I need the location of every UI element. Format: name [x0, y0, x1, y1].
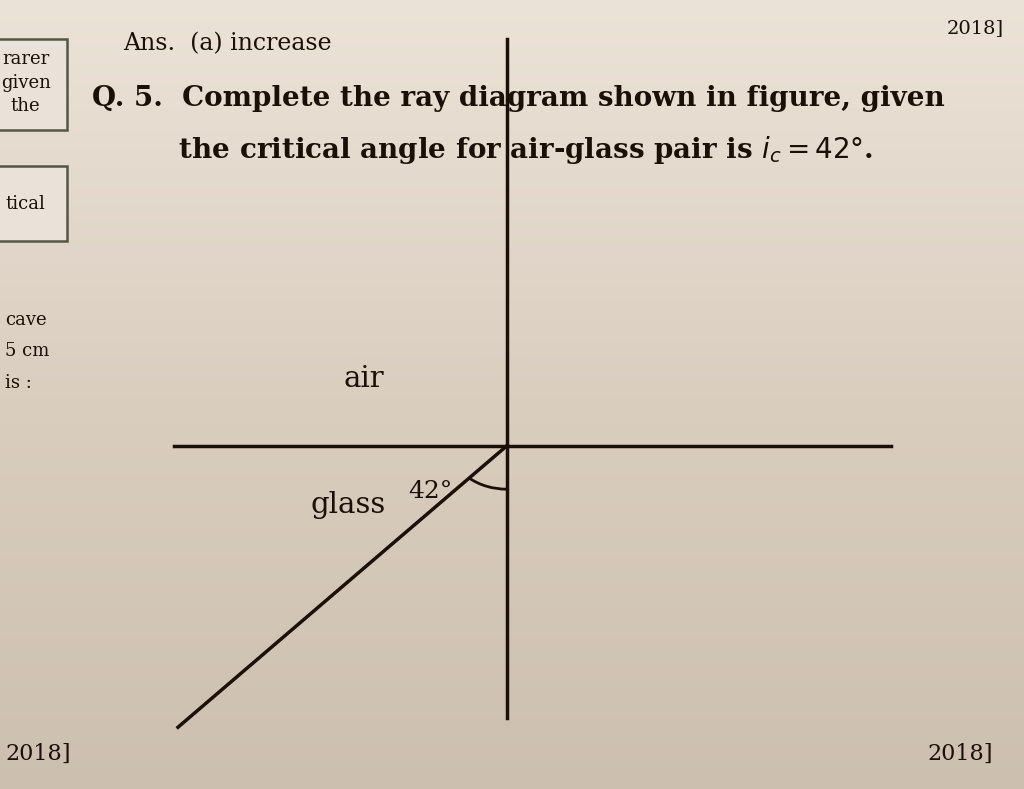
- Text: air: air: [343, 365, 384, 393]
- Text: glass: glass: [310, 491, 386, 519]
- Text: 2018]: 2018]: [5, 742, 71, 765]
- Bar: [0, 39, 67, 130]
- Text: 2018]: 2018]: [946, 19, 1004, 36]
- Text: is :: is :: [5, 374, 32, 391]
- Text: cave: cave: [5, 311, 47, 328]
- Text: tical: tical: [6, 195, 45, 212]
- Text: Q. 5.  Complete the ray diagram shown in figure, given: Q. 5. Complete the ray diagram shown in …: [92, 85, 945, 112]
- Text: 5 cm: 5 cm: [5, 342, 49, 360]
- Text: Ans.  (a) increase: Ans. (a) increase: [123, 32, 332, 55]
- Bar: [0, 166, 67, 241]
- Text: rarer
given
the: rarer given the: [1, 50, 50, 115]
- Text: 42°: 42°: [408, 480, 453, 503]
- Text: 2018]: 2018]: [928, 742, 993, 765]
- Text: the critical angle for air-glass pair is $i_c = 42°$.: the critical angle for air-glass pair is…: [92, 134, 873, 166]
